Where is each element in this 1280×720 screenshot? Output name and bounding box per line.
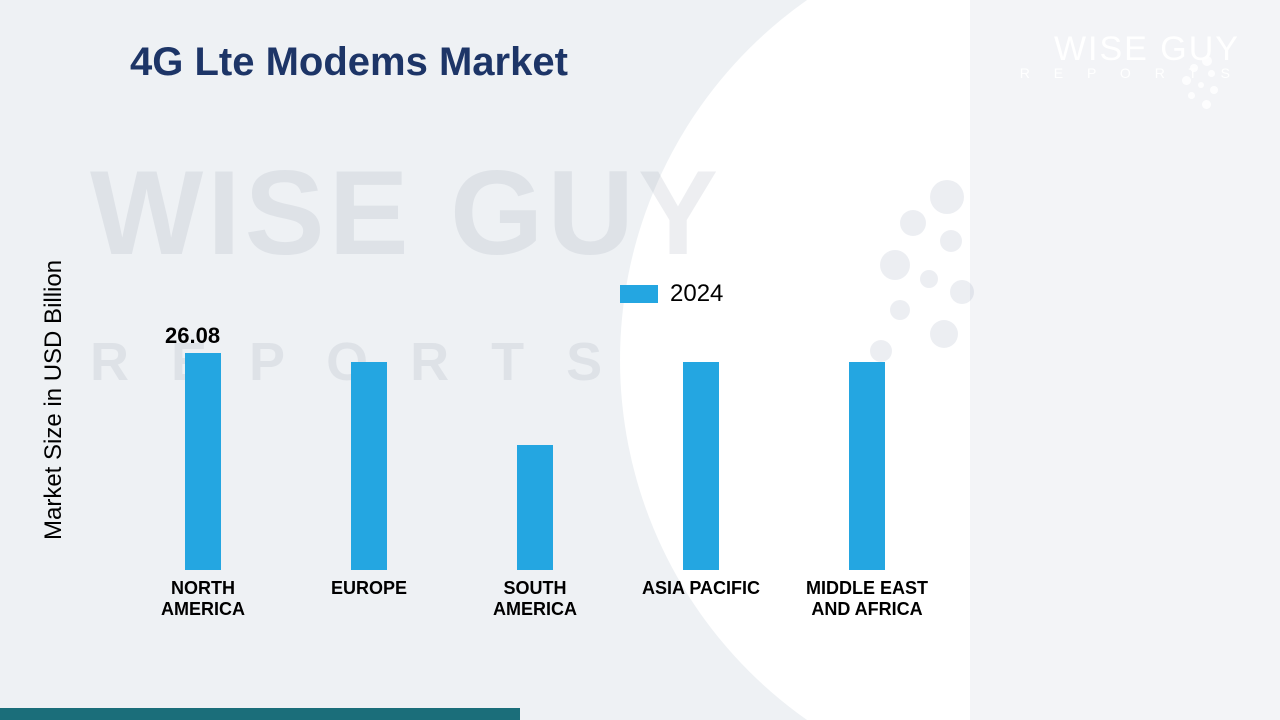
bar <box>849 362 885 570</box>
legend-label: 2024 <box>670 280 723 308</box>
value-label: 26.08 <box>165 323 220 349</box>
report-slide: WISE GUY R E P O R T S 4G Lte Modems Mar… <box>0 0 1280 720</box>
watermark-line1: WISE GUY <box>90 146 722 280</box>
bar <box>683 362 719 570</box>
legend: 2024 <box>620 280 723 308</box>
category-label: MIDDLE EAST AND AFRICA <box>792 578 942 619</box>
category-label: EUROPE <box>294 578 444 599</box>
legend-swatch <box>620 285 658 303</box>
brand-logo: WISE GUY R E P O R T S <box>1020 30 1240 81</box>
brand-head-icon <box>1168 50 1228 120</box>
bar <box>185 353 221 570</box>
chart-title: 4G Lte Modems Market <box>130 40 568 85</box>
category-label: NORTH AMERICA <box>128 578 278 619</box>
y-axis-label: Market Size in USD Billion <box>40 260 68 540</box>
category-label: ASIA PACIFIC <box>626 578 776 599</box>
category-label: SOUTH AMERICA <box>460 578 610 619</box>
bottom-accent-bar <box>0 708 520 720</box>
bar <box>351 362 387 570</box>
watermark-head-icon <box>790 140 1050 440</box>
bar <box>517 445 553 570</box>
